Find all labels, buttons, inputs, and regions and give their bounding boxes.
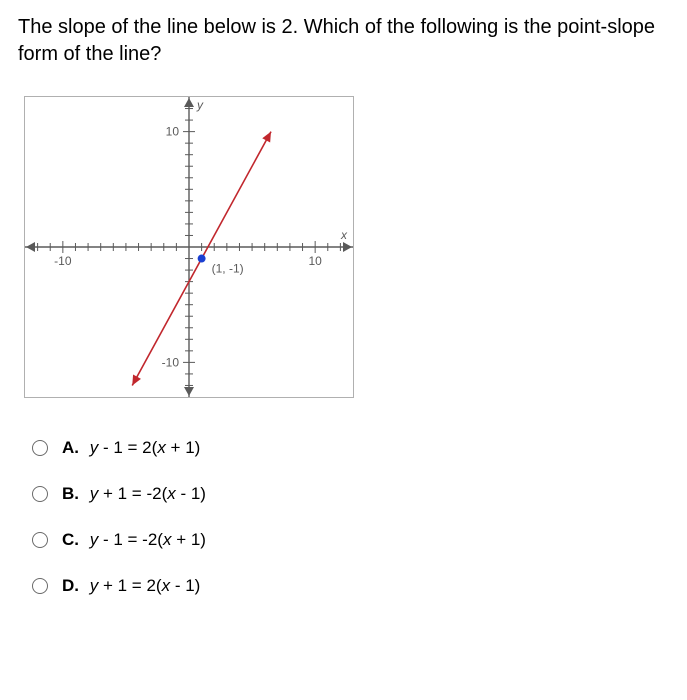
option-b[interactable]: B. y + 1 = -2(x - 1)	[32, 484, 669, 504]
svg-text:x: x	[340, 228, 348, 242]
option-letter: A.	[62, 438, 79, 457]
radio-icon[interactable]	[32, 440, 48, 456]
radio-icon[interactable]	[32, 486, 48, 502]
option-letter: C.	[62, 530, 79, 549]
option-letter: D.	[62, 576, 79, 595]
svg-text:-10: -10	[54, 254, 72, 268]
question-text: The slope of the line below is 2. Which …	[18, 14, 669, 68]
option-letter: B.	[62, 484, 79, 503]
radio-icon[interactable]	[32, 578, 48, 594]
svg-text:-10: -10	[162, 355, 180, 369]
option-a[interactable]: A. y - 1 = 2(x + 1)	[32, 438, 669, 458]
option-d[interactable]: D. y + 1 = 2(x - 1)	[32, 576, 669, 596]
option-label: D. y + 1 = 2(x - 1)	[62, 576, 200, 596]
option-equation: y + 1 = 2(x - 1)	[90, 576, 201, 595]
svg-text:10: 10	[166, 125, 180, 139]
option-equation: y - 1 = 2(x + 1)	[90, 438, 201, 457]
option-equation: y + 1 = -2(x - 1)	[90, 484, 206, 503]
svg-text:10: 10	[308, 254, 322, 268]
svg-text:(1, -1): (1, -1)	[212, 262, 244, 276]
radio-icon[interactable]	[32, 532, 48, 548]
line-chart: -10 10 -10 10 x y (1, -1)	[25, 97, 353, 397]
chart-container: -10 10 -10 10 x y (1, -1)	[24, 96, 354, 398]
option-label: A. y - 1 = 2(x + 1)	[62, 438, 200, 458]
option-c[interactable]: C. y - 1 = -2(x + 1)	[32, 530, 669, 550]
option-equation: y - 1 = -2(x + 1)	[90, 530, 206, 549]
option-label: C. y - 1 = -2(x + 1)	[62, 530, 206, 550]
options-list: A. y - 1 = 2(x + 1) B. y + 1 = -2(x - 1)…	[18, 438, 669, 596]
option-label: B. y + 1 = -2(x - 1)	[62, 484, 206, 504]
svg-text:y: y	[196, 98, 204, 112]
